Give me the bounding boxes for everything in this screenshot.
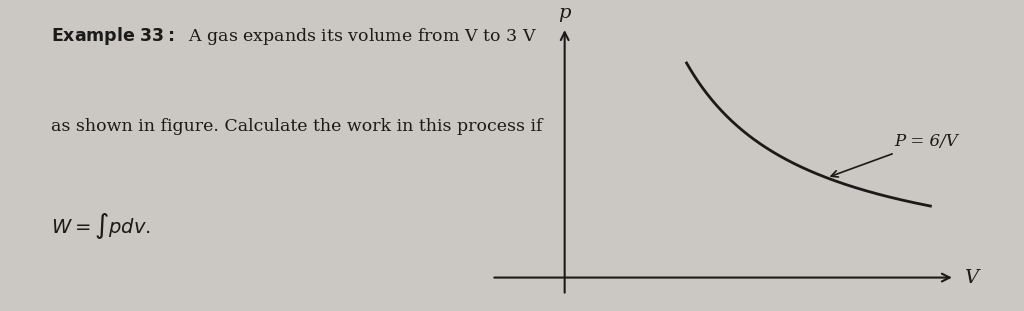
Text: $\mathbf{Example\ 33:}$  A gas expands its volume from V to 3 V: $\mathbf{Example\ 33:}$ A gas expands it…: [51, 25, 537, 47]
Text: p: p: [558, 4, 571, 22]
Text: P = 6/V: P = 6/V: [831, 133, 957, 177]
Text: $W = \int pdv.$: $W = \int pdv.$: [51, 211, 152, 241]
Text: V: V: [965, 269, 979, 286]
Text: as shown in figure. Calculate the work in this process if: as shown in figure. Calculate the work i…: [51, 118, 543, 135]
